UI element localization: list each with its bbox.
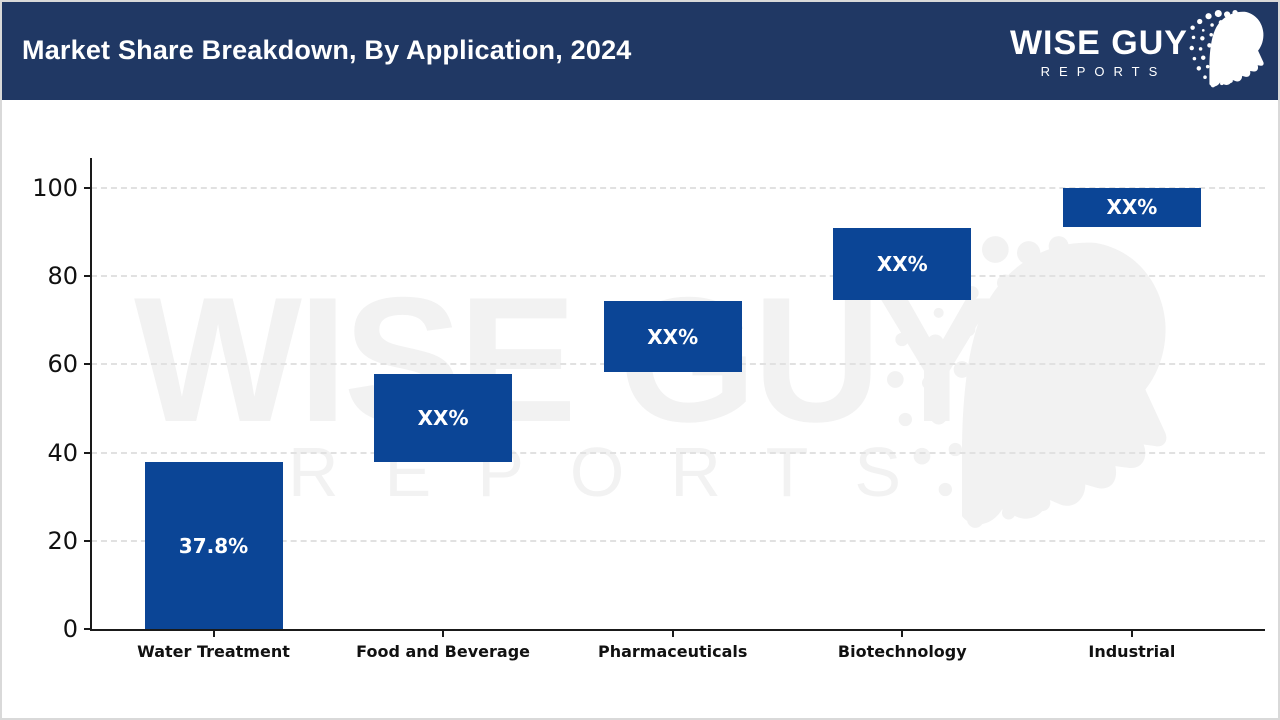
category-label-pharmaceuticals: Pharmaceuticals (597, 642, 748, 661)
bar-water-treatment (144, 462, 283, 629)
category-label-water-treatment: Water Treatment (137, 642, 290, 661)
y-tick-label-20: 20 (47, 526, 78, 555)
gridline-40 (91, 451, 1265, 454)
y-tick-0 (84, 628, 91, 630)
bar-label-pharmaceuticals: XX% (647, 324, 699, 349)
page-title: Market Share Breakdown, By Application, … (22, 35, 632, 65)
brand-face-icon (1189, 10, 1264, 88)
x-tick-biotechnology (901, 630, 904, 637)
y-tick-60 (84, 363, 91, 366)
y-tick-label-80: 80 (47, 262, 78, 291)
x-tick-pharmaceuticals (671, 630, 674, 637)
y-tick-label-0: 0 (62, 615, 78, 643)
y-tick-label-60: 60 (47, 350, 78, 379)
category-label-biotechnology: Biotechnology (837, 642, 967, 661)
x-tick-industrial (1130, 630, 1133, 637)
x-tick-food-and-beverage (442, 630, 445, 637)
x-axis-line (90, 629, 1265, 631)
brand-logo: WISE GUY REPORTS (1010, 8, 1274, 96)
category-label-industrial: Industrial (1088, 642, 1176, 661)
gridline-100 (91, 187, 1265, 189)
brand-logo-text: WISE GUY REPORTS (1010, 25, 1188, 79)
bar-label-water-treatment: 37.8% (178, 533, 249, 558)
y-tick-80 (84, 275, 91, 278)
category-label-food-and-beverage: Food and Beverage (356, 642, 530, 661)
y-tick-100 (84, 187, 91, 189)
x-tick-water-treatment (212, 630, 215, 637)
y-tick-20 (84, 539, 91, 542)
y-tick-label-40: 40 (47, 438, 78, 467)
y-tick-label-100: 100 (32, 174, 78, 202)
bar-label-industrial: XX% (1106, 195, 1158, 220)
bar-food-and-beverage (374, 373, 513, 462)
gridline-20 (91, 539, 1265, 542)
y-tick-40 (84, 451, 91, 454)
gridline-80 (91, 275, 1265, 278)
brand-name: WISE GUY (1009, 24, 1188, 62)
header-bar: Market Share Breakdown, By Application, … (2, 2, 1278, 100)
bar-pharmaceuticals (603, 300, 742, 373)
y-axis-line (90, 158, 92, 631)
bar-label-food-and-beverage: XX% (417, 405, 469, 430)
brand-subtitle: REPORTS (1040, 64, 1167, 79)
bar-label-biotechnology: XX% (876, 252, 928, 277)
bar-industrial (1062, 188, 1201, 227)
